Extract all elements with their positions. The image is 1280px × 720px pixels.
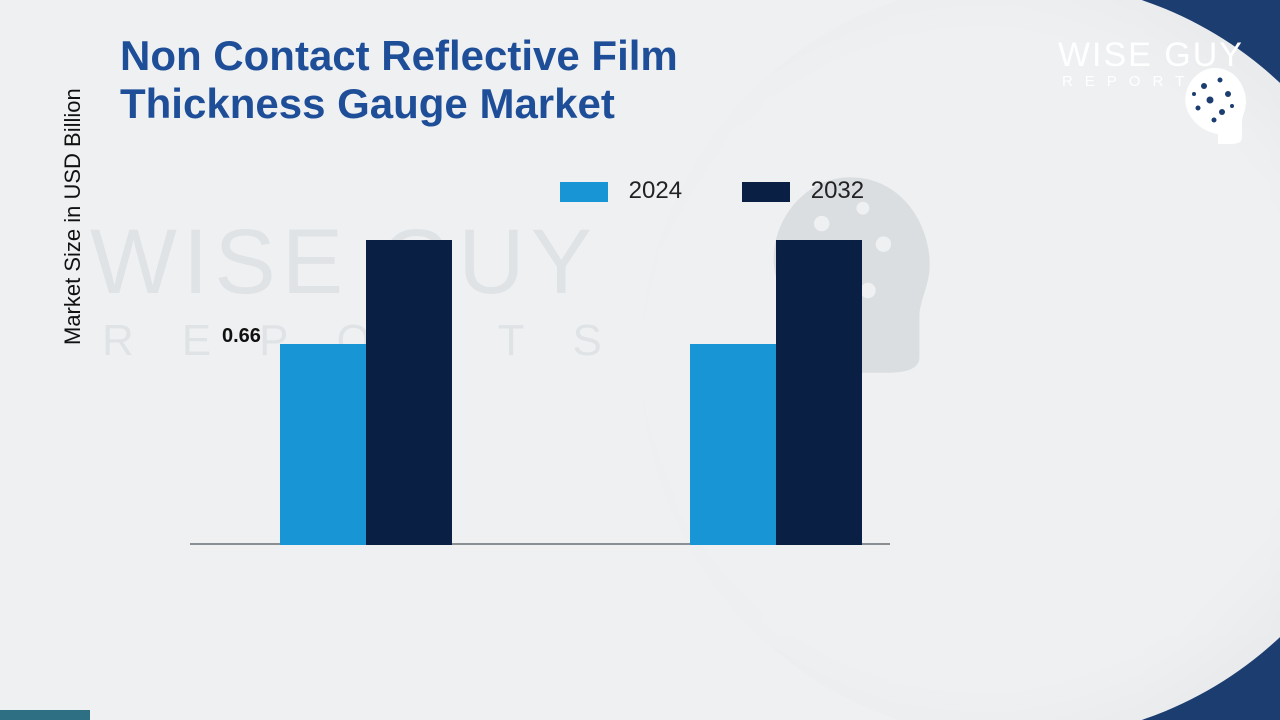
legend-label-2024: 2024 (629, 177, 682, 204)
bar (690, 344, 776, 545)
legend-label-2032: 2032 (811, 177, 864, 204)
legend: 2024 2032 (560, 177, 864, 205)
plot-area: 0.66benchtopnon-contactreflectivefilmthi… (190, 225, 890, 545)
legend-item-2032: 2032 (742, 177, 864, 205)
chart-title: Non Contact Reflective Film Thickness Ga… (120, 32, 760, 129)
bar (366, 240, 452, 545)
footer-accent-bar (0, 710, 90, 720)
bar (280, 344, 366, 545)
y-axis-label: Market Size in USD Billion (60, 88, 86, 345)
brand-logo: WISE GUY REPORTS (1058, 36, 1244, 90)
legend-item-2024: 2024 (560, 177, 682, 205)
chart-canvas: WISE GUY REPORTS WISE GUY REPORTS Non Co… (0, 0, 1280, 720)
legend-swatch-2024 (560, 182, 608, 202)
legend-swatch-2032 (742, 182, 790, 202)
bar-value-label: 0.66 (222, 325, 261, 348)
brand-head-icon (1180, 66, 1250, 146)
bar-chart: Market Size in USD Billion 2024 2032 0.6… (100, 165, 900, 705)
bar (776, 240, 862, 545)
